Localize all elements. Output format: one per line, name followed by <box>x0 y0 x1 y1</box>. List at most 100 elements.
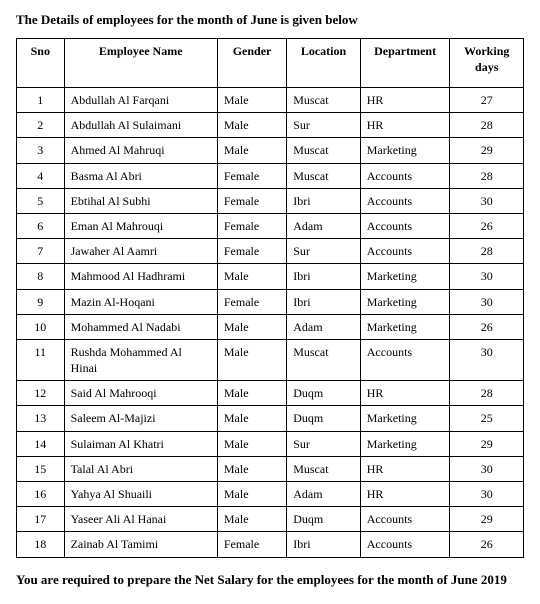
cell-days: 28 <box>450 163 524 188</box>
cell-days: 30 <box>450 289 524 314</box>
cell-name: Abdullah Al Farqani <box>64 88 217 113</box>
cell-department: Marketing <box>360 431 450 456</box>
cell-location: Ibri <box>287 188 361 213</box>
table-row: 11Rushda Mohammed Al HinaiMaleMuscatAcco… <box>17 339 524 380</box>
cell-name: Zainab Al Tamimi <box>64 532 217 557</box>
cell-gender: Female <box>217 532 286 557</box>
cell-days: 29 <box>450 138 524 163</box>
cell-location: Sur <box>287 113 361 138</box>
table-row: 8Mahmood Al HadhramiMaleIbriMarketing30 <box>17 264 524 289</box>
cell-department: HR <box>360 456 450 481</box>
table-row: 2Abdullah Al SulaimaniMaleSurHR28 <box>17 113 524 138</box>
table-row: 3Ahmed Al MahruqiMaleMuscatMarketing29 <box>17 138 524 163</box>
table-row: 10Mohammed Al NadabiMaleAdamMarketing26 <box>17 314 524 339</box>
cell-gender: Female <box>217 213 286 238</box>
table-row: 16Yahya Al ShuailiMaleAdamHR30 <box>17 482 524 507</box>
cell-location: Muscat <box>287 88 361 113</box>
table-row: 14Sulaiman Al KhatriMaleSurMarketing29 <box>17 431 524 456</box>
col-header-name: Employee Name <box>64 39 217 88</box>
cell-sno: 1 <box>17 88 65 113</box>
cell-location: Duqm <box>287 507 361 532</box>
cell-department: Marketing <box>360 138 450 163</box>
cell-gender: Male <box>217 406 286 431</box>
cell-location: Muscat <box>287 138 361 163</box>
table-header-row: Sno Employee Name Gender Location Depart… <box>17 39 524 88</box>
cell-sno: 13 <box>17 406 65 431</box>
cell-sno: 3 <box>17 138 65 163</box>
cell-sno: 9 <box>17 289 65 314</box>
cell-name: Mazin Al-Hoqani <box>64 289 217 314</box>
table-row: 17Yaseer Ali Al HanaiMaleDuqmAccounts29 <box>17 507 524 532</box>
table-row: 4Basma Al AbriFemaleMuscatAccounts28 <box>17 163 524 188</box>
cell-name: Rushda Mohammed Al Hinai <box>64 339 217 380</box>
cell-department: Accounts <box>360 507 450 532</box>
footer-instruction: You are required to prepare the Net Sala… <box>16 572 524 588</box>
cell-days: 30 <box>450 188 524 213</box>
cell-sno: 5 <box>17 188 65 213</box>
cell-sno: 12 <box>17 381 65 406</box>
document-page: The Details of employees for the month o… <box>0 0 540 604</box>
cell-days: 26 <box>450 532 524 557</box>
cell-department: HR <box>360 482 450 507</box>
cell-days: 26 <box>450 213 524 238</box>
table-row: 6Eman Al MahrouqiFemaleAdamAccounts26 <box>17 213 524 238</box>
intro-heading: The Details of employees for the month o… <box>16 12 524 28</box>
cell-days: 27 <box>450 88 524 113</box>
cell-location: Duqm <box>287 381 361 406</box>
cell-days: 25 <box>450 406 524 431</box>
cell-department: Accounts <box>360 339 450 380</box>
cell-sno: 15 <box>17 456 65 481</box>
cell-name: Mohammed Al Nadabi <box>64 314 217 339</box>
cell-gender: Male <box>217 339 286 380</box>
cell-gender: Male <box>217 264 286 289</box>
cell-department: Marketing <box>360 314 450 339</box>
cell-gender: Male <box>217 507 286 532</box>
cell-gender: Male <box>217 456 286 481</box>
col-header-days: Working days <box>450 39 524 88</box>
cell-days: 30 <box>450 339 524 380</box>
cell-department: Accounts <box>360 188 450 213</box>
cell-days: 30 <box>450 456 524 481</box>
cell-location: Adam <box>287 213 361 238</box>
col-header-gender: Gender <box>217 39 286 88</box>
cell-sno: 8 <box>17 264 65 289</box>
table-row: 12Said Al MahrooqiMaleDuqmHR28 <box>17 381 524 406</box>
cell-location: Muscat <box>287 456 361 481</box>
cell-sno: 14 <box>17 431 65 456</box>
cell-department: Marketing <box>360 289 450 314</box>
cell-gender: Male <box>217 431 286 456</box>
cell-name: Mahmood Al Hadhrami <box>64 264 217 289</box>
cell-sno: 11 <box>17 339 65 380</box>
cell-gender: Male <box>217 482 286 507</box>
cell-days: 26 <box>450 314 524 339</box>
cell-name: Saleem Al-Majizi <box>64 406 217 431</box>
cell-sno: 7 <box>17 239 65 264</box>
cell-department: Accounts <box>360 163 450 188</box>
cell-location: Ibri <box>287 532 361 557</box>
cell-days: 28 <box>450 113 524 138</box>
cell-days: 28 <box>450 239 524 264</box>
cell-sno: 6 <box>17 213 65 238</box>
table-body: 1Abdullah Al FarqaniMaleMuscatHR272Abdul… <box>17 88 524 558</box>
cell-name: Eman Al Mahrouqi <box>64 213 217 238</box>
cell-location: Adam <box>287 482 361 507</box>
cell-location: Adam <box>287 314 361 339</box>
cell-gender: Female <box>217 289 286 314</box>
cell-days: 29 <box>450 507 524 532</box>
table-row: 13Saleem Al-MajiziMaleDuqmMarketing25 <box>17 406 524 431</box>
cell-name: Yaseer Ali Al Hanai <box>64 507 217 532</box>
cell-gender: Female <box>217 239 286 264</box>
cell-department: HR <box>360 88 450 113</box>
cell-department: Marketing <box>360 264 450 289</box>
cell-gender: Female <box>217 163 286 188</box>
cell-location: Ibri <box>287 289 361 314</box>
cell-gender: Male <box>217 381 286 406</box>
cell-department: Accounts <box>360 239 450 264</box>
cell-name: Sulaiman Al Khatri <box>64 431 217 456</box>
cell-name: Yahya Al Shuaili <box>64 482 217 507</box>
cell-days: 30 <box>450 264 524 289</box>
cell-name: Abdullah Al Sulaimani <box>64 113 217 138</box>
cell-sno: 10 <box>17 314 65 339</box>
cell-gender: Female <box>217 188 286 213</box>
cell-location: Sur <box>287 431 361 456</box>
